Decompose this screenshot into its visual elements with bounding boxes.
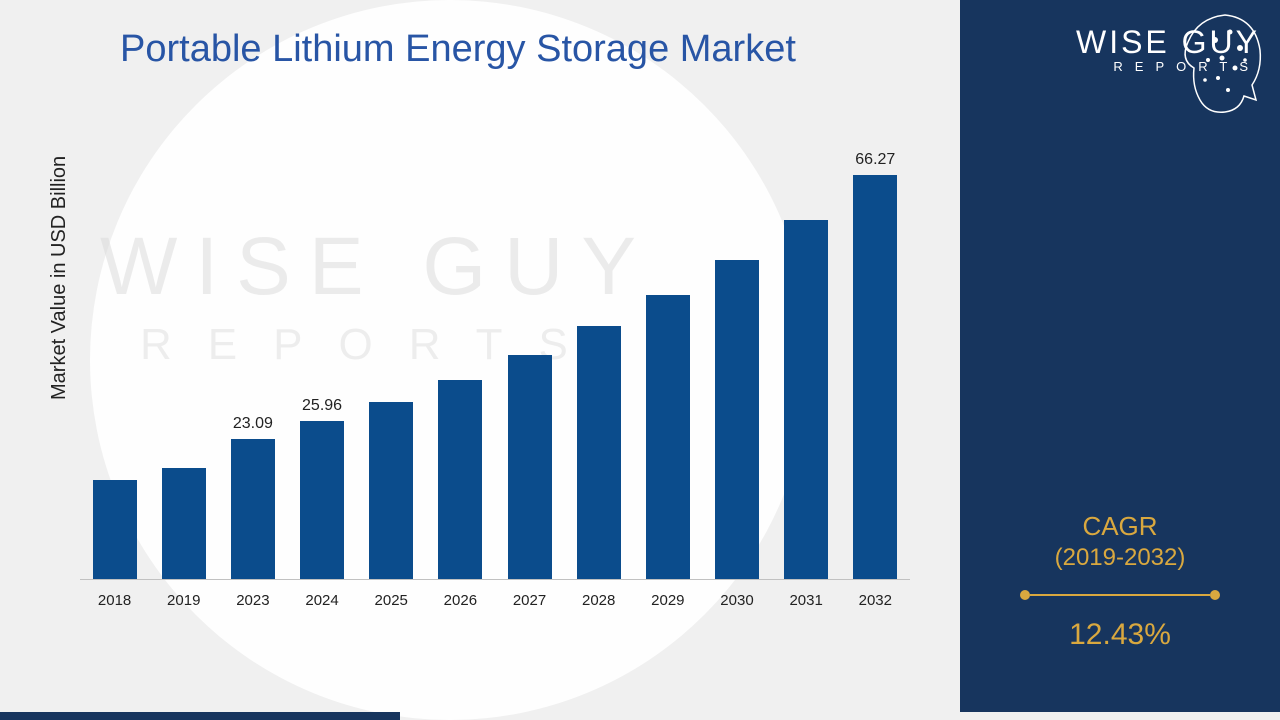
- bar-rect: [93, 480, 137, 580]
- bar-rect: [438, 380, 482, 581]
- x-tick-label: 2024: [292, 592, 352, 609]
- bar-group: 23.0925.9666.27: [80, 175, 910, 580]
- bar-value-label: 25.96: [302, 397, 342, 415]
- side-panel: WISE GUY REPORTS CAGR (2019-2032) 12.43%: [960, 0, 1280, 712]
- x-tick-label: 2030: [707, 592, 767, 609]
- x-tick-label: 2025: [361, 592, 421, 609]
- brand-logo: WISE GUY REPORTS: [1076, 24, 1260, 74]
- bar-value-label: 23.09: [233, 415, 273, 433]
- chart-area: WISE GUY REPORTS Portable Lithium Energy…: [0, 0, 960, 712]
- bar: [569, 326, 629, 580]
- bar-rect: [369, 402, 413, 581]
- logo-text-main: WISE GUY: [1076, 24, 1260, 61]
- bar-rect: [853, 175, 897, 580]
- cagr-title: CAGR: [1000, 511, 1240, 542]
- bar: [776, 220, 836, 580]
- bar: [500, 355, 560, 581]
- x-tick-label: 2026: [430, 592, 490, 609]
- bar-rect: [784, 220, 828, 580]
- chart-title: Portable Lithium Energy Storage Market: [120, 28, 796, 72]
- bar: [154, 468, 214, 580]
- bar: 25.96: [292, 421, 352, 580]
- cagr-block: CAGR (2019-2032) 12.43%: [1000, 511, 1240, 652]
- logo-text-sub: REPORTS: [1076, 59, 1260, 74]
- cagr-range: (2019-2032): [1000, 544, 1240, 572]
- x-tick-label: 2023: [223, 592, 283, 609]
- bar: [707, 260, 767, 580]
- x-tick-label: 2028: [569, 592, 629, 609]
- dot-icon: [1210, 590, 1220, 600]
- y-axis-label: Market Value in USD Billion: [48, 156, 71, 400]
- bottom-accent-bar: [0, 712, 400, 720]
- bar: 23.09: [223, 439, 283, 580]
- bar-rect: [715, 260, 759, 580]
- bar-value-label: 66.27: [855, 151, 895, 169]
- bar: 66.27: [845, 175, 905, 580]
- x-axis-labels: 2018 2019 2023 2024 2025 2026 2027 2028 2029 2030…: [80, 592, 910, 609]
- bar: [361, 402, 421, 581]
- dot-icon: [1020, 590, 1030, 600]
- x-tick-label: 2029: [638, 592, 698, 609]
- bar: [430, 380, 490, 581]
- x-tick-label: 2027: [500, 592, 560, 609]
- bar-rect: [577, 326, 621, 580]
- bar-rect: [300, 421, 344, 580]
- x-tick-label: 2032: [845, 592, 905, 609]
- cagr-value: 12.43%: [1000, 618, 1240, 652]
- bar-rect: [508, 355, 552, 581]
- x-tick-label: 2031: [776, 592, 836, 609]
- plot-area: 23.0925.9666.27 201820192023202420252026…: [80, 165, 910, 595]
- bar-rect: [162, 468, 206, 580]
- x-tick-label: 2019: [154, 592, 214, 609]
- bar-rect: [646, 295, 690, 580]
- bar: [85, 480, 145, 580]
- bar-rect: [231, 439, 275, 580]
- x-axis-line: [80, 579, 910, 580]
- cagr-divider: [1000, 590, 1240, 600]
- divider-line: [1030, 594, 1210, 596]
- bar: [638, 295, 698, 580]
- x-tick-label: 2018: [85, 592, 145, 609]
